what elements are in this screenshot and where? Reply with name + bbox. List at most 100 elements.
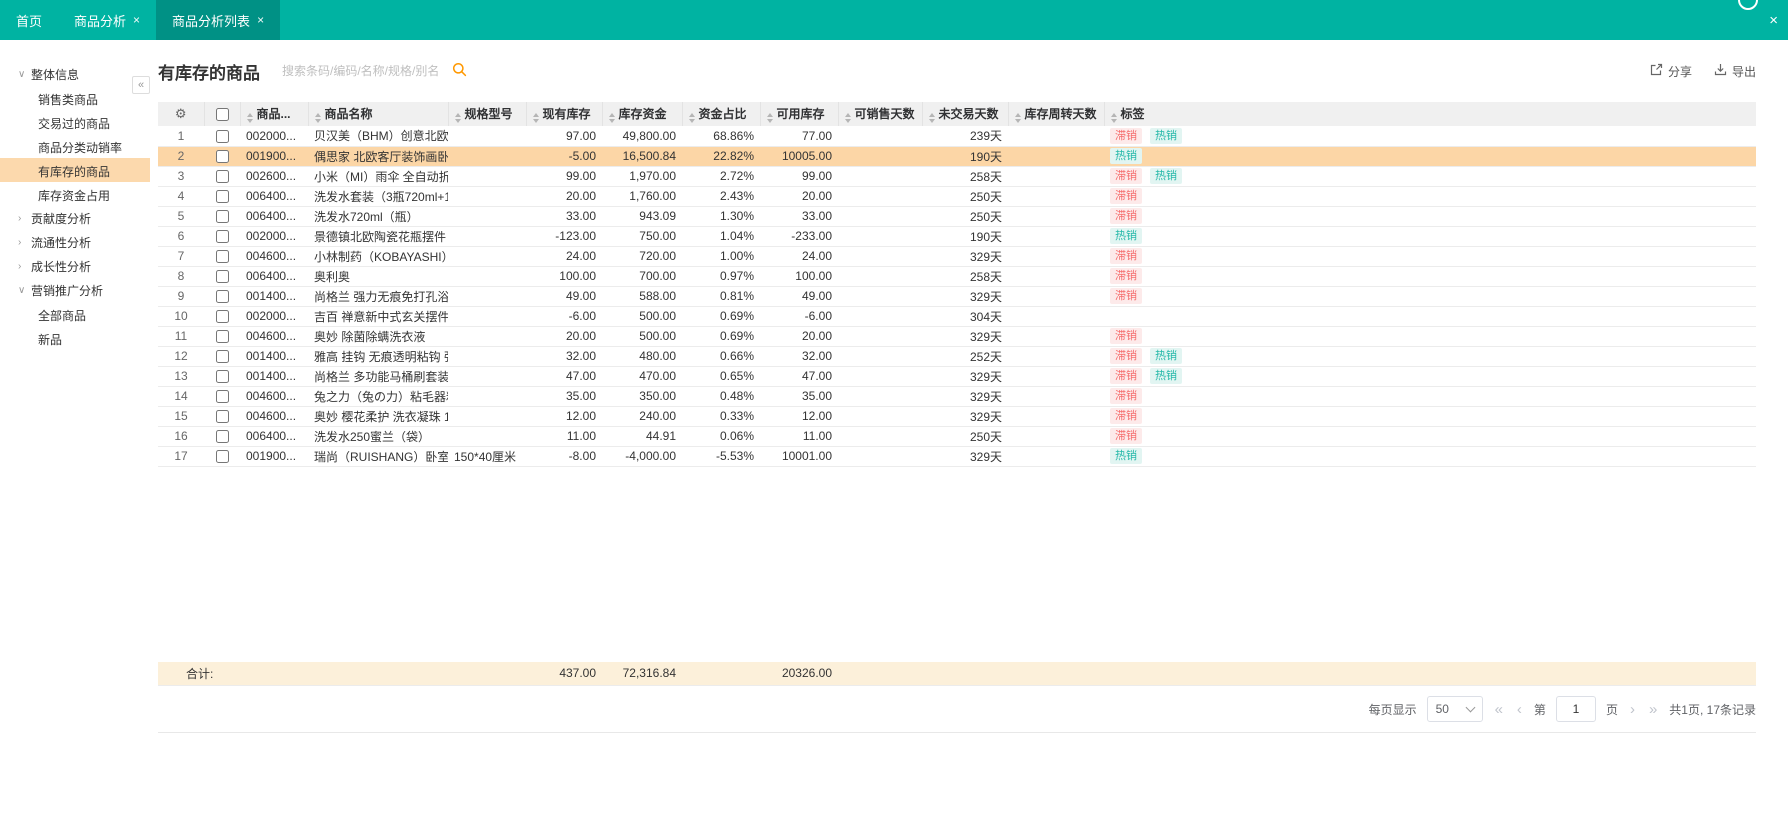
sidebar-item-销售类商品[interactable]: 销售类商品	[38, 93, 99, 107]
sort-icon[interactable]	[688, 113, 695, 123]
tab-close-icon[interactable]: ×	[257, 13, 265, 27]
tab-商品分析[interactable]: 商品分析 ×	[58, 0, 156, 40]
table-row[interactable]: 14 004600... 兔之力（兔の力）粘毛器粘 35.00 350.00 0.48% 3…	[158, 386, 1756, 407]
tab-商品分析列表[interactable]: 商品分析列表 ×	[156, 0, 281, 40]
table-row[interactable]: 5 006400... 洗发水720ml（瓶） 33.00 943.09 1.30% 33.…	[158, 206, 1756, 227]
row-checkbox-cell[interactable]	[204, 206, 240, 227]
search-icon[interactable]	[452, 62, 467, 80]
row-checkbox[interactable]	[215, 210, 229, 224]
sidebar-item-新品[interactable]: 新品	[38, 333, 63, 347]
share-button[interactable]: 分享	[1650, 63, 1692, 80]
sidebar-item-交易过的商品[interactable]: 交易过的商品	[38, 117, 111, 131]
sidebar-group-贡献度分析[interactable]: › 贡献度分析	[0, 206, 150, 230]
sort-icon[interactable]	[454, 113, 461, 123]
row-checkbox[interactable]	[215, 190, 229, 204]
row-checkbox-cell[interactable]	[204, 306, 240, 327]
table-row[interactable]: 11 004600... 奥妙 除菌除螨洗衣液 20.00 500.00 0.69% 20.…	[158, 326, 1756, 347]
sidebar-item-库存资金占用[interactable]: 库存资金占用	[38, 189, 111, 203]
column-header-available[interactable]: 可用库存	[760, 102, 839, 126]
column-header-capital[interactable]: 库存资金	[602, 102, 683, 126]
table-row[interactable]: 16 006400... 洗发水250蜜兰（袋） 11.00 44.91 0.06% 11.…	[158, 426, 1756, 447]
sidebar-collapse-button[interactable]: «	[132, 76, 150, 94]
row-checkbox-cell[interactable]	[204, 286, 240, 307]
row-checkbox[interactable]	[215, 170, 229, 184]
row-checkbox[interactable]	[215, 450, 229, 464]
row-checkbox-cell[interactable]	[204, 326, 240, 347]
row-checkbox[interactable]	[215, 250, 229, 264]
prev-page-button[interactable]: ‹	[1516, 700, 1522, 718]
row-checkbox-cell[interactable]	[204, 146, 240, 167]
sidebar-group-整体信息[interactable]: ∨ 整体信息	[0, 62, 150, 86]
row-checkbox-cell[interactable]	[204, 346, 240, 367]
table-row[interactable]: 4006400...洗发水套装（3瓶720ml+1瓶20.001,760.002…	[158, 186, 1756, 207]
sort-icon[interactable]	[246, 113, 253, 123]
row-checkbox[interactable]	[215, 129, 229, 143]
table-row[interactable]: 15 004600... 奥妙 樱花柔护 洗衣凝珠 10 12.00 240.00 0.3…	[158, 406, 1756, 427]
table-row[interactable]: 12 001400... 雅高 挂钩 无痕透明粘钩 强 32.00 480.00 0.66…	[158, 346, 1756, 367]
row-checkbox-cell[interactable]	[204, 426, 240, 447]
table-row[interactable]: 2 001900... 偶思家 北欧客厅装饰画卧室 -5.00 16,500.84 22.…	[158, 146, 1756, 167]
row-checkbox[interactable]	[215, 330, 229, 344]
sort-icon[interactable]	[532, 113, 539, 123]
sort-icon[interactable]	[314, 113, 321, 123]
row-checkbox[interactable]	[215, 370, 229, 384]
row-checkbox-cell[interactable]	[204, 246, 240, 267]
next-page-button[interactable]: ›	[1629, 700, 1635, 718]
row-checkbox-cell[interactable]	[204, 446, 240, 467]
table-row[interactable]: 17 001900... 瑞尚（RUISHANG）卧室装 150*40厘米 -8.00-…	[158, 446, 1756, 467]
row-checkbox[interactable]	[215, 290, 229, 304]
column-header-tags[interactable]: 标签	[1104, 102, 1756, 126]
sidebar-group-流通性分析[interactable]: › 流通性分析	[0, 230, 150, 254]
row-checkbox[interactable]	[215, 390, 229, 404]
column-select-all[interactable]	[204, 102, 241, 126]
row-checkbox-cell[interactable]	[204, 226, 240, 247]
page-number-input[interactable]	[1555, 696, 1596, 722]
sort-icon[interactable]	[844, 113, 851, 123]
sidebar-group-营销推广分析[interactable]: ∨ 营销推广分析	[0, 278, 150, 302]
sidebar-item-全部商品[interactable]: 全部商品	[38, 309, 87, 323]
row-checkbox[interactable]	[215, 430, 229, 444]
first-page-button[interactable]: «	[1494, 700, 1503, 718]
avatar[interactable]	[1738, 0, 1758, 10]
column-header-stock[interactable]: 现有库存	[526, 102, 603, 126]
sidebar-item-有库存的商品[interactable]: 有库存的商品	[0, 158, 150, 182]
row-checkbox[interactable]	[215, 310, 229, 324]
row-checkbox[interactable]	[215, 270, 229, 284]
table-row[interactable]: 3 002600... 小米（MI）雨伞 全自动折叠 99.00 1,970.00 2.7…	[158, 166, 1756, 187]
row-checkbox-cell[interactable]	[204, 186, 240, 207]
table-row[interactable]: 6 002000... 景德镇北欧陶瓷花瓶摆件 优 -123.00 750.00 1.04…	[158, 226, 1756, 247]
sort-icon[interactable]	[1110, 113, 1117, 123]
last-page-button[interactable]: »	[1648, 700, 1658, 718]
row-checkbox[interactable]	[215, 410, 229, 424]
row-checkbox-cell[interactable]	[204, 386, 240, 407]
table-row[interactable]: 1 002000...贝汉美（BHM）创意北欧陶瓷 97.0049,800.0068…	[158, 126, 1756, 147]
table-row[interactable]: 7004600...小林制药（KOBAYASHI）日24.00720.001.0…	[158, 246, 1756, 267]
column-header-spec[interactable]: 规格型号	[448, 102, 527, 126]
sort-icon[interactable]	[1014, 113, 1021, 123]
row-checkbox-cell[interactable]	[204, 126, 240, 147]
select-all-checkbox[interactable]	[215, 108, 229, 122]
tab-首页[interactable]: 首页	[0, 0, 58, 40]
sort-icon[interactable]	[608, 113, 615, 123]
tab-close-icon[interactable]: ×	[133, 13, 141, 27]
sort-icon[interactable]	[928, 113, 935, 123]
row-checkbox-cell[interactable]	[204, 166, 240, 187]
row-checkbox-cell[interactable]	[204, 266, 240, 287]
search-input[interactable]	[282, 64, 442, 78]
column-header-sell_days[interactable]: 可销售天数	[838, 102, 923, 126]
row-checkbox-cell[interactable]	[204, 406, 240, 427]
row-checkbox[interactable]	[215, 230, 229, 244]
row-checkbox-cell[interactable]	[204, 366, 240, 387]
per-page-select[interactable]: 50	[1426, 696, 1483, 722]
column-header-turnover_days[interactable]: 库存周转天数	[1008, 102, 1105, 126]
column-header-ratio[interactable]: 资金占比	[682, 102, 761, 126]
column-header-name[interactable]: 商品名称	[308, 102, 449, 126]
row-checkbox[interactable]	[215, 150, 229, 164]
sidebar-item-商品分类动销率[interactable]: 商品分类动销率	[38, 141, 123, 155]
table-row[interactable]: 10 002000... 吉百 禅意新中式玄关摆件套 -6.00 500.00 0.69%…	[158, 306, 1756, 327]
column-header-code[interactable]: 商品...	[240, 102, 309, 126]
sort-icon[interactable]	[766, 113, 773, 123]
window-close-button[interactable]: ×	[1769, 11, 1778, 29]
sidebar-group-成长性分析[interactable]: › 成长性分析	[0, 254, 150, 278]
